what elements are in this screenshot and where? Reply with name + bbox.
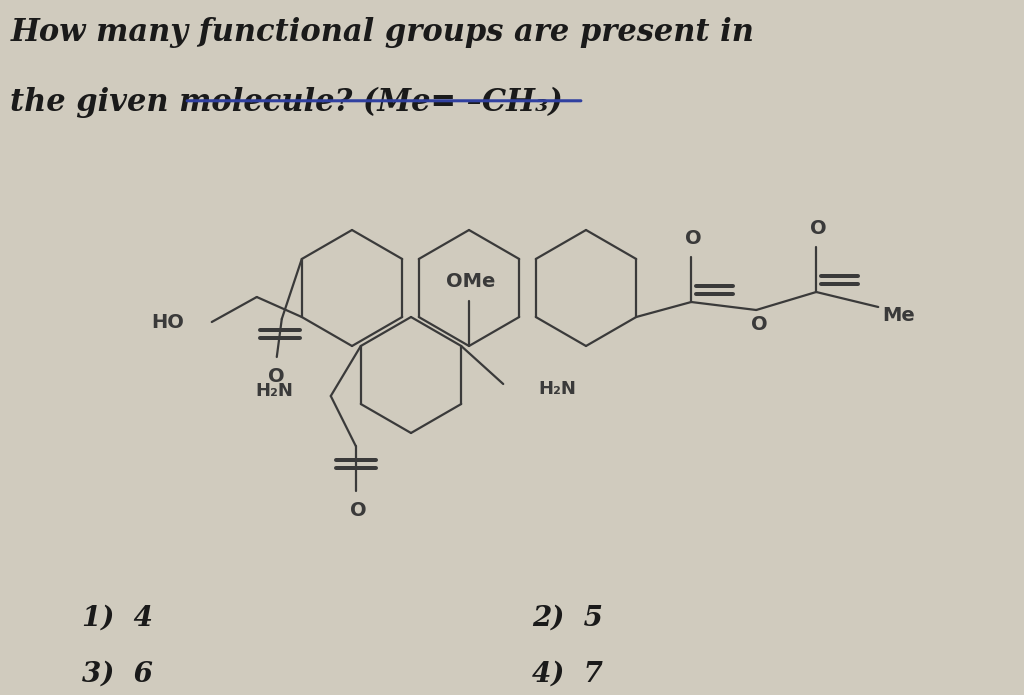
Text: 1)  4: 1) 4 (82, 605, 153, 632)
Text: 2)  5: 2) 5 (532, 605, 603, 632)
Text: Me: Me (882, 306, 914, 325)
Text: HO: HO (151, 313, 183, 332)
Text: 4)  7: 4) 7 (532, 661, 603, 687)
Text: the given molecule? (Me= –CH₃): the given molecule? (Me= –CH₃) (10, 87, 563, 118)
Text: H₂N: H₂N (255, 382, 293, 400)
Text: How many functional groups are present in: How many functional groups are present i… (10, 17, 754, 49)
Text: O: O (685, 229, 701, 249)
Text: O: O (810, 220, 826, 238)
Text: OMe: OMe (446, 272, 496, 291)
Text: O: O (751, 316, 768, 334)
Text: 3)  6: 3) 6 (82, 661, 153, 687)
Text: O: O (268, 368, 285, 386)
Text: O: O (350, 502, 367, 521)
Text: H₂N: H₂N (539, 380, 577, 398)
